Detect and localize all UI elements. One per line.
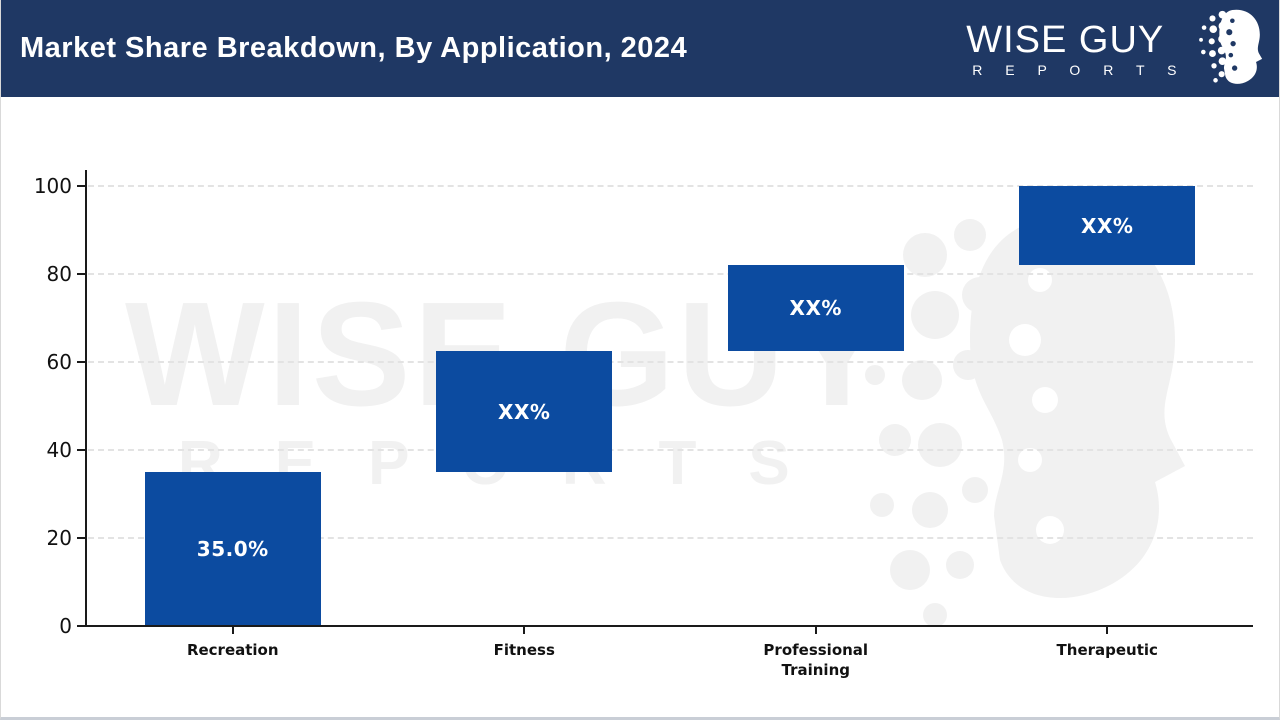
y-tick-60 — [77, 361, 87, 363]
y-tick-label-20: 20 — [46, 526, 72, 550]
bar-therapeutic: XX% — [1019, 186, 1196, 266]
logo-wordmark: WISE GUY — [966, 18, 1165, 61]
y-tick-40 — [77, 449, 87, 451]
y-tick-label-60: 60 — [46, 350, 72, 374]
bar-value-label: XX% — [1081, 213, 1134, 238]
logo-head-icon — [1199, 9, 1263, 84]
x-tick-4 — [1106, 627, 1109, 634]
x-tick-2 — [523, 627, 526, 634]
logo-subtitle: R E P O R T S — [972, 61, 1186, 78]
logo-text: WISE GUY R E P O R T S — [966, 20, 1186, 78]
y-tick-label-40: 40 — [46, 438, 72, 462]
gridline-40 — [88, 449, 1253, 451]
category-label-professional-training: Professional Training — [763, 641, 869, 679]
gridline-80 — [88, 273, 1253, 275]
x-axis — [85, 625, 1253, 627]
bar-value-label: XX% — [789, 296, 842, 321]
y-tick-label-80: 80 — [46, 262, 72, 286]
category-label-fitness: Fitness — [493, 641, 555, 659]
x-tick-3 — [814, 627, 817, 634]
category-label-therapeutic: Therapeutic — [1056, 641, 1158, 659]
x-tick-1 — [231, 627, 234, 634]
gridline-60 — [88, 361, 1253, 363]
y-tick-80 — [77, 273, 87, 275]
gridline-100 — [88, 185, 1253, 187]
bar-value-label: 35.0% — [196, 537, 269, 561]
bar-recreation: 35.0% — [144, 472, 321, 626]
page-title: Market Share Breakdown, By Application, … — [20, 32, 688, 64]
y-tick-0 — [77, 625, 87, 627]
bar-value-label: XX% — [498, 399, 551, 424]
category-label-recreation: Recreation — [186, 641, 279, 659]
y-tick-label-100: 100 — [33, 174, 72, 198]
wise-guy-logo: WISE GUY R E P O R T S — [966, 7, 1280, 91]
gridline-20 — [88, 537, 1253, 539]
header-bar: Market Share Breakdown, By Application, … — [0, 0, 1280, 97]
bar-fitness: XX% — [436, 351, 613, 472]
y-tick-label-0: 0 — [59, 614, 72, 638]
y-tick-100 — [77, 185, 87, 187]
y-tick-20 — [77, 537, 87, 539]
y-axis — [85, 170, 87, 627]
bar-professional-training: XX% — [727, 265, 904, 351]
